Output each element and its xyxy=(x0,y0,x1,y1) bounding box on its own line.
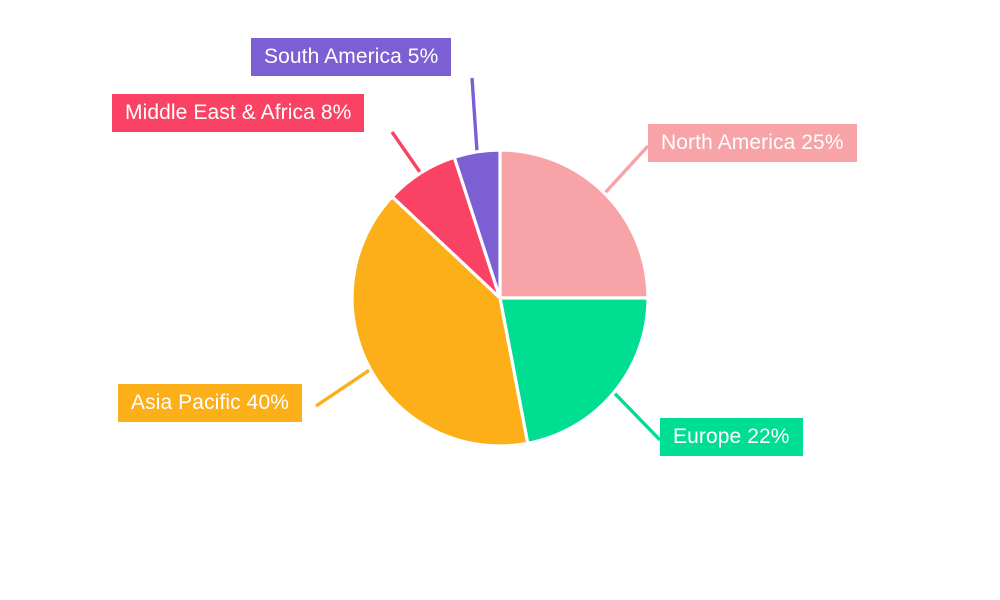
pie-slice-north-america[interactable] xyxy=(498,148,650,300)
leader-line-asia-pacific xyxy=(315,366,374,408)
slice-label-text: Asia Pacific 40% xyxy=(131,391,290,414)
slice-label-text: South America 5% xyxy=(264,45,439,68)
slice-label-text: Middle East & Africa 8% xyxy=(125,101,352,124)
slice-label-text: Europe 22% xyxy=(673,425,790,448)
slice-label-south-america[interactable]: South America 5% xyxy=(251,38,452,77)
slice-label-text: North America 25% xyxy=(661,131,844,154)
leader-line-south-america xyxy=(470,77,479,154)
pie-slice-asia-pacific[interactable] xyxy=(350,195,530,448)
pie-slice-europe[interactable] xyxy=(498,296,650,445)
slice-label-asia-pacific[interactable]: Asia Pacific 40% xyxy=(118,384,303,423)
leader-line-north-america xyxy=(601,144,650,196)
slice-label-europe[interactable]: Europe 22% xyxy=(660,418,803,457)
slice-label-north-america[interactable]: North America 25% xyxy=(648,124,857,163)
leader-line-europe xyxy=(611,389,662,442)
pie-slice-south-america[interactable] xyxy=(452,148,502,300)
leader-line-group xyxy=(315,77,662,442)
slice-label-middle-east-africa[interactable]: Middle East & Africa 8% xyxy=(112,94,365,133)
pie-slice-group xyxy=(350,148,650,448)
leader-line-middle-east-africa xyxy=(390,131,424,176)
